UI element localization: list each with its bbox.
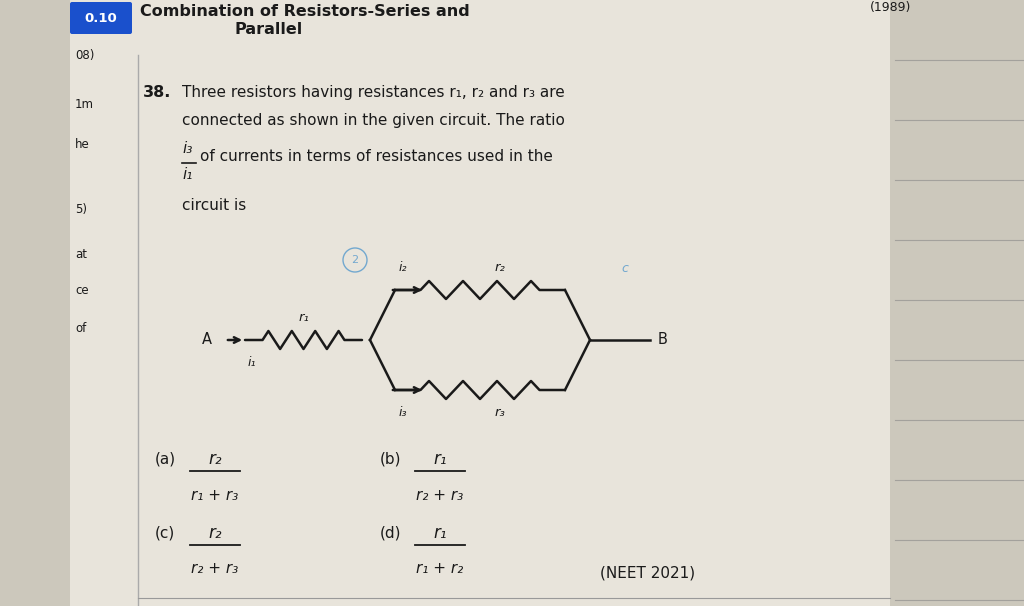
Text: r₃: r₃: [495, 406, 506, 419]
Text: of: of: [75, 322, 86, 335]
Text: i₃: i₃: [399, 406, 408, 419]
Text: i₃: i₃: [182, 141, 193, 156]
Text: r₁: r₁: [433, 450, 446, 468]
FancyBboxPatch shape: [70, 0, 890, 606]
Text: 5): 5): [75, 204, 87, 216]
Text: B: B: [658, 333, 668, 347]
Text: r₂: r₂: [208, 450, 222, 468]
Text: i₂: i₂: [399, 261, 408, 274]
Text: Combination of Resistors-Series and: Combination of Resistors-Series and: [140, 4, 470, 19]
Text: Parallel: Parallel: [234, 22, 303, 38]
Text: (b): (b): [380, 452, 401, 467]
Text: of currents in terms of resistances used in the: of currents in terms of resistances used…: [200, 149, 553, 164]
Text: (NEET 2021): (NEET 2021): [600, 566, 695, 581]
Text: r₁: r₁: [298, 311, 309, 324]
Text: 2: 2: [351, 255, 358, 265]
Text: A: A: [202, 333, 212, 347]
Text: 0.10: 0.10: [85, 12, 118, 24]
Text: r₂: r₂: [495, 261, 506, 274]
Text: (a): (a): [155, 452, 176, 467]
Text: i₁: i₁: [182, 167, 193, 182]
Text: i₁: i₁: [248, 356, 256, 369]
Text: circuit is: circuit is: [182, 198, 246, 213]
Text: Three resistors having resistances r₁, r₂ and r₃ are: Three resistors having resistances r₁, r…: [182, 85, 565, 100]
Text: 38.: 38.: [143, 85, 171, 100]
Text: c: c: [622, 262, 629, 275]
Text: r₂ + r₃: r₂ + r₃: [417, 488, 464, 503]
Text: r₁ + r₂: r₁ + r₂: [417, 561, 464, 576]
Text: (c): (c): [155, 526, 175, 541]
Text: 1m: 1m: [75, 99, 94, 112]
FancyBboxPatch shape: [70, 2, 132, 34]
Text: r₁ + r₃: r₁ + r₃: [191, 488, 239, 503]
Text: he: he: [75, 139, 90, 152]
Text: r₂ + r₃: r₂ + r₃: [191, 561, 239, 576]
Text: (d): (d): [380, 526, 401, 541]
Text: ce: ce: [75, 284, 89, 296]
Text: (1989): (1989): [870, 1, 911, 15]
Text: r₂: r₂: [208, 524, 222, 542]
Text: 08): 08): [75, 48, 94, 61]
Text: r₁: r₁: [433, 524, 446, 542]
Text: at: at: [75, 248, 87, 262]
Text: connected as shown in the given circuit. The ratio: connected as shown in the given circuit.…: [182, 113, 565, 128]
